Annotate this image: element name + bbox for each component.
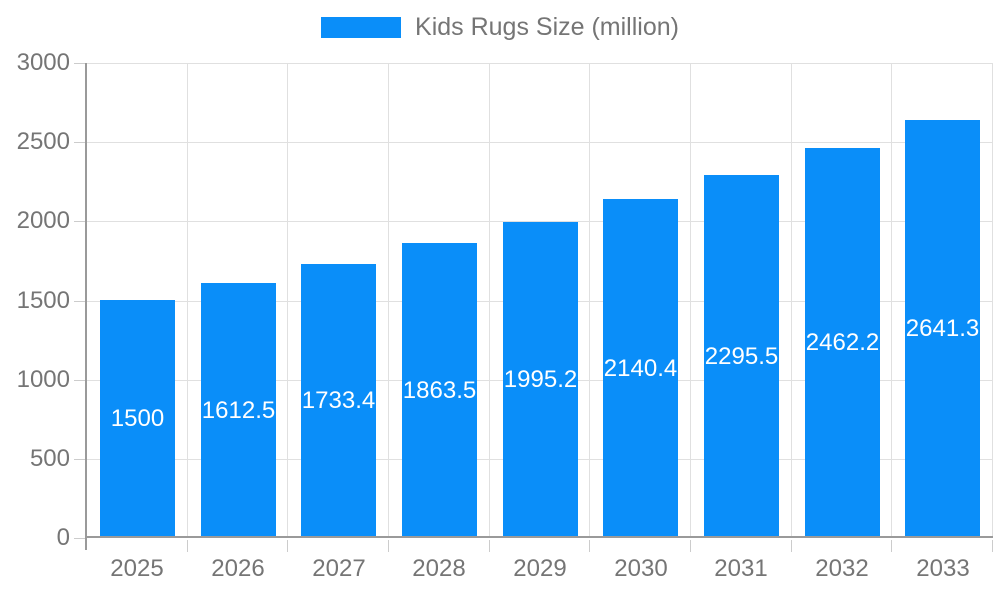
x-axis-label-2029: 2029 <box>513 555 567 582</box>
bar-2032[interactable]: 2462.2 <box>805 148 880 538</box>
x-axis-label-2033: 2033 <box>916 555 970 582</box>
x-gridline-2 <box>287 63 288 538</box>
x-axis-label-2030: 2030 <box>614 555 668 582</box>
bar-2027[interactable]: 1733.4 <box>301 264 376 538</box>
y-axis-label-500: 500 <box>29 445 70 472</box>
y-gridline-2500 <box>87 142 993 143</box>
x-gridline-4 <box>489 63 490 538</box>
bar-value-label-2028: 1863.5 <box>402 376 477 404</box>
x-axis-label-2031: 2031 <box>714 555 768 582</box>
y-axis-label-2500: 2500 <box>16 128 70 155</box>
x-gridline-8 <box>891 63 892 538</box>
y-tick-3000 <box>74 63 85 64</box>
x-axis-label-2025: 2025 <box>110 555 164 582</box>
x-boundary-tick-4 <box>489 540 490 552</box>
x-boundary-tick-5 <box>589 540 590 552</box>
y-tick-2000 <box>74 221 85 222</box>
y-axis-label-1000: 1000 <box>16 366 70 393</box>
x-gridline-5 <box>589 63 590 538</box>
x-axis-line <box>85 536 993 538</box>
bar-value-label-2029: 1995.2 <box>503 366 578 393</box>
bar-value-label-2025: 1500 <box>110 405 165 432</box>
x-axis-label-2026: 2026 <box>211 555 265 582</box>
y-tick-2500 <box>74 142 85 143</box>
bar-value-label-2031: 2295.5 <box>704 342 779 370</box>
y-axis-label-1500: 1500 <box>16 287 70 314</box>
y-axis-line <box>85 63 87 550</box>
y-gridline-3000 <box>87 63 993 64</box>
x-gridline-7 <box>791 63 792 538</box>
bar-value-label-2032: 2462.2 <box>805 329 880 356</box>
chart-legend: Kids Rugs Size (million) <box>0 13 1000 42</box>
x-boundary-tick-2 <box>287 540 288 552</box>
x-boundary-tick-1 <box>187 540 188 552</box>
bar-value-label-2027: 1733.4 <box>301 387 376 414</box>
x-gridline-9 <box>992 63 993 538</box>
x-axis-label-2028: 2028 <box>412 555 466 582</box>
bar-2033[interactable]: 2641.3 <box>905 120 980 538</box>
legend-color-swatch <box>321 17 402 38</box>
bar-2026[interactable]: 1612.5 <box>201 283 276 538</box>
legend-label: Kids Rugs Size (million) <box>415 13 679 41</box>
x-boundary-tick-3 <box>388 540 389 552</box>
bar-value-label-2026: 1612.5 <box>201 396 276 424</box>
bar-value-label-2030: 2140.4 <box>603 354 678 382</box>
x-gridline-6 <box>690 63 691 538</box>
bar-2031[interactable]: 2295.5 <box>704 175 779 538</box>
legend-item-kids-rugs-size[interactable]: Kids Rugs Size (million) <box>321 13 679 42</box>
x-boundary-tick-7 <box>791 540 792 552</box>
bar-value-label-2033: 2641.3 <box>905 315 980 342</box>
y-tick-500 <box>74 459 85 460</box>
y-axis-label-2000: 2000 <box>16 207 70 234</box>
y-tick-1000 <box>74 380 85 381</box>
y-tick-1500 <box>74 301 85 302</box>
y-axis-label-3000: 3000 <box>16 49 70 76</box>
y-axis-label-0: 0 <box>56 524 70 551</box>
plot-area: 0 500 1000 1500 2000 2500 3000 1500 2025 1612.5 20… <box>17 49 993 582</box>
bar-2025[interactable]: 1500 <box>100 300 175 538</box>
y-gridline-2000 <box>87 221 993 222</box>
x-boundary-tick-6 <box>690 540 691 552</box>
bar-2030[interactable]: 2140.4 <box>603 199 678 538</box>
x-gridline-3 <box>388 63 389 538</box>
x-axis-label-2027: 2027 <box>312 555 366 582</box>
y-tick-0 <box>74 538 85 539</box>
x-boundary-tick-8 <box>891 540 892 552</box>
bar-2028[interactable]: 1863.5 <box>402 243 477 538</box>
x-axis-label-2032: 2032 <box>815 555 869 582</box>
bar-2029[interactable]: 1995.2 <box>503 222 578 538</box>
x-gridline-1 <box>187 63 188 538</box>
x-boundary-tick-9 <box>992 540 993 552</box>
